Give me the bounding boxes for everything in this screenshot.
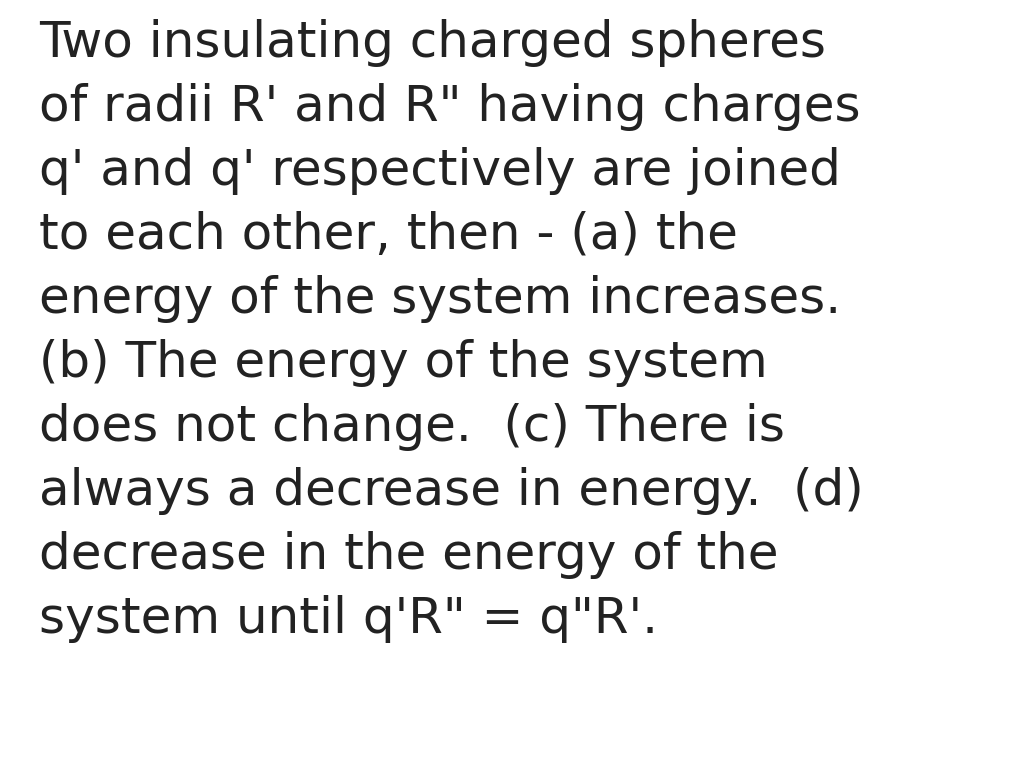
Text: Two insulating charged spheres
of radii R' and R" having charges
q' and q' respe: Two insulating charged spheres of radii … [39,19,863,643]
